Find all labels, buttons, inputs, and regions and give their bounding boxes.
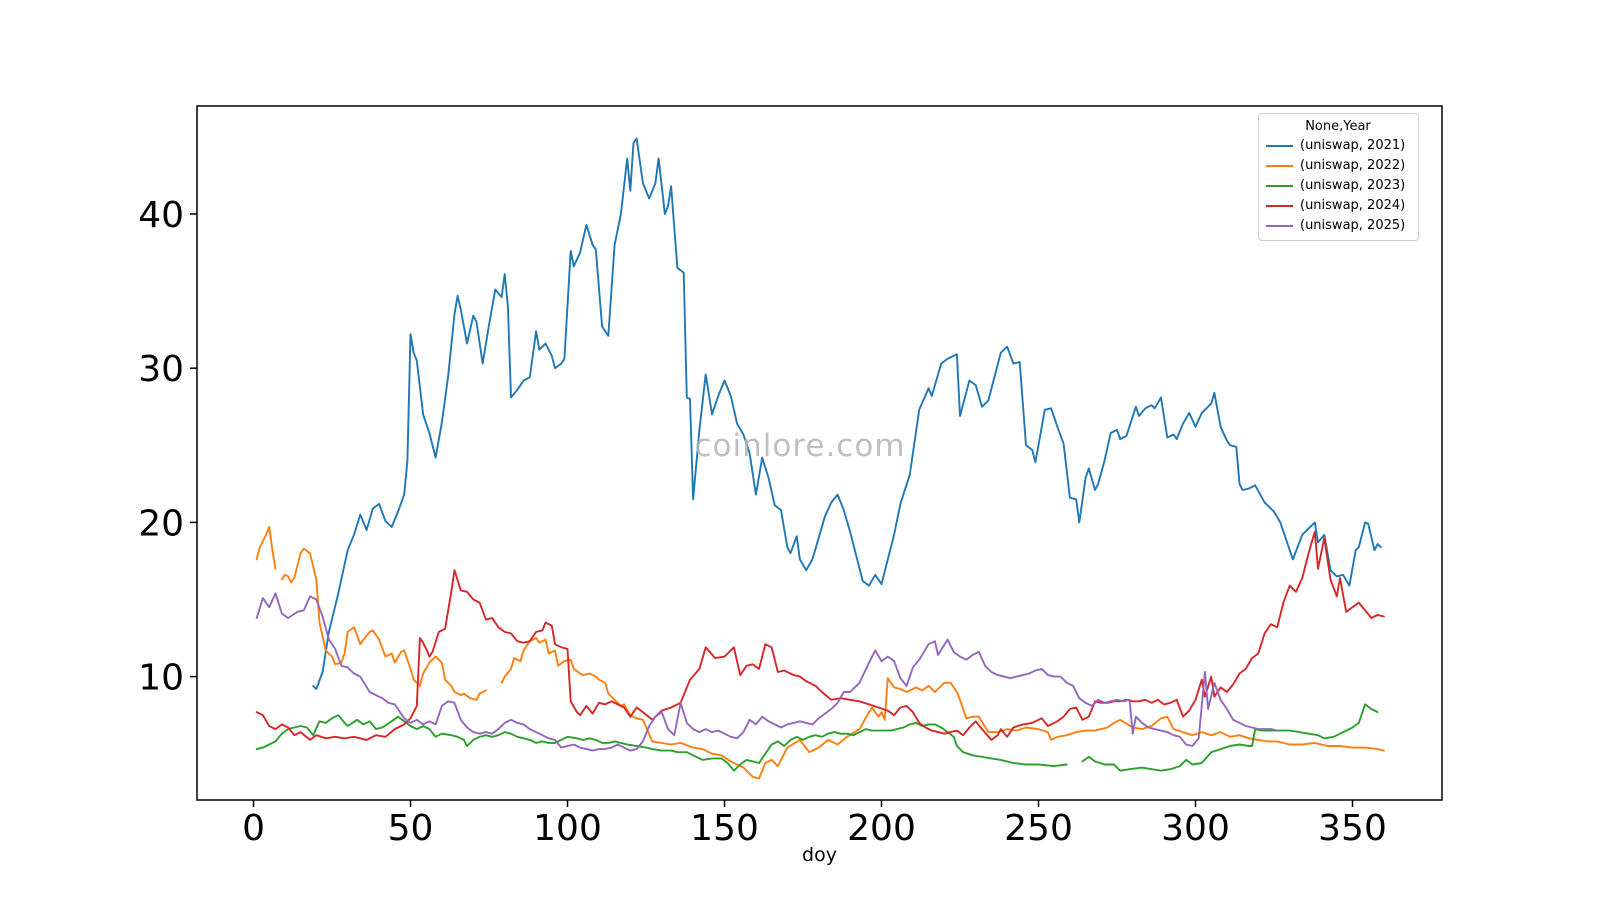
legend-title: None,Year: [1305, 119, 1371, 134]
legend-line-sample: [1266, 205, 1293, 207]
x-tick-label: 300: [1161, 808, 1230, 849]
y-tick-label: 10: [138, 658, 184, 699]
x-tick-label: 350: [1318, 808, 1387, 849]
x-tick-label: 150: [690, 808, 759, 849]
legend-item-label: (uniswap, 2021): [1300, 138, 1406, 153]
x-tick-label: 50: [388, 808, 434, 849]
legend-line-sample: [1266, 145, 1293, 147]
series-line-uniswap-2025: [255, 592, 1279, 752]
series-line-uniswap-2021: [312, 137, 1382, 690]
series-line-uniswap-2022: [255, 526, 1385, 780]
legend-line-sample: [1266, 185, 1293, 187]
x-tick-label: 0: [242, 808, 265, 849]
legend-item-label: (uniswap, 2023): [1300, 178, 1406, 193]
legend-item: (uniswap, 2025): [1266, 216, 1410, 236]
legend-item-label: (uniswap, 2024): [1300, 198, 1406, 213]
y-tick-label: 20: [138, 503, 184, 544]
legend-item: (uniswap, 2022): [1266, 156, 1410, 176]
legend-line-sample: [1266, 165, 1293, 167]
y-axis: 10 20 30 40: [138, 195, 197, 699]
legend-item-label: (uniswap, 2025): [1300, 218, 1406, 233]
legend-item: (uniswap, 2024): [1266, 196, 1410, 216]
series-line-uniswap-2024: [255, 530, 1385, 741]
legend-line-sample: [1266, 225, 1293, 227]
x-tick-label: 200: [847, 808, 916, 849]
series-line-uniswap-2023: [255, 703, 1379, 772]
legend-item-label: (uniswap, 2022): [1300, 158, 1406, 173]
legend-item: (uniswap, 2023): [1266, 176, 1410, 196]
x-axis: 0 50 100 150 200 250 300 350: [242, 800, 1387, 849]
x-axis-label: doy: [802, 844, 837, 866]
y-tick-label: 40: [138, 195, 184, 236]
axes-spines: [196, 105, 1443, 801]
y-tick-label: 30: [138, 349, 184, 390]
legend-item: (uniswap, 2021): [1266, 136, 1410, 156]
x-tick-label: 250: [1004, 808, 1073, 849]
x-tick-label: 100: [533, 808, 602, 849]
legend: None,Year (uniswap, 2021) (uniswap, 2022)…: [1258, 113, 1419, 241]
